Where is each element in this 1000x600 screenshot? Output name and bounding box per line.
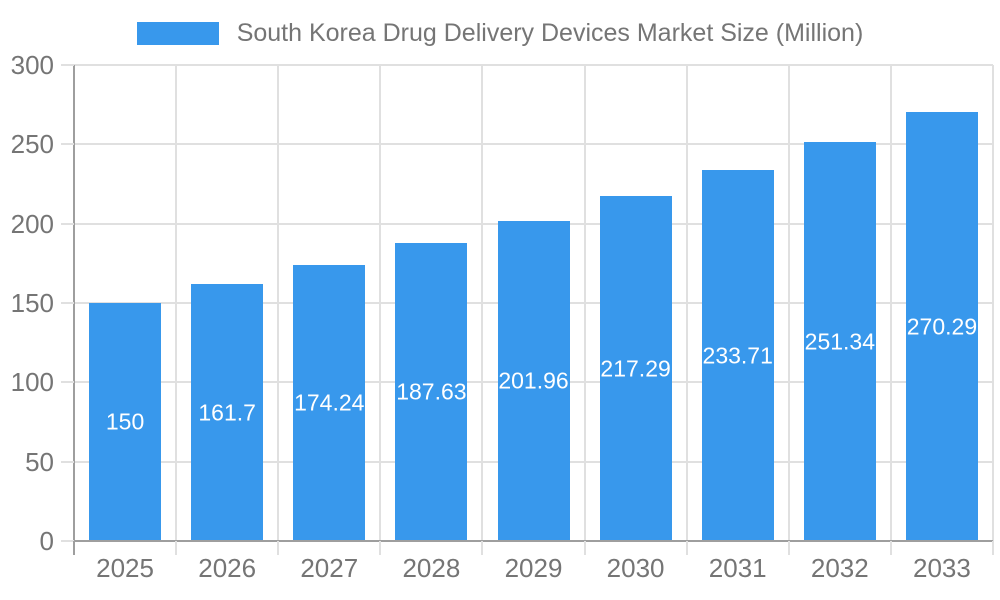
y-tick-label-300: 300 — [10, 50, 54, 80]
bar-value-label: 270.29 — [906, 313, 978, 340]
x-tick-label-2030: 2030 — [606, 553, 665, 583]
v-gridline-9 — [992, 65, 994, 541]
h-gridline-300 — [74, 64, 993, 66]
x-tick-1 — [175, 541, 178, 555]
bar-value-label: 217.29 — [600, 355, 671, 382]
bar-2029[interactable]: 201.96 — [497, 220, 570, 541]
v-gridline-7 — [787, 65, 790, 541]
v-gridline-5 — [583, 65, 586, 541]
y-tick-label-50: 50 — [25, 446, 54, 477]
bar-2032[interactable]: 251.34 — [803, 142, 876, 541]
bar-2026[interactable]: 161.7 — [191, 284, 264, 541]
x-tick-label-2027: 2027 — [300, 553, 359, 583]
bar-value-label: 150 — [105, 408, 145, 435]
h-gridline-250 — [74, 143, 993, 146]
y-tick-label-150: 150 — [10, 288, 54, 318]
y-tick-label-0: 0 — [39, 526, 54, 556]
x-tick-0 — [73, 541, 75, 555]
y-tick-0 — [61, 540, 74, 542]
legend[interactable]: South Korea Drug Delivery Devices Market… — [0, 19, 1000, 47]
x-tick-4 — [481, 541, 484, 555]
v-gridline-4 — [481, 65, 484, 541]
v-gridline-2 — [277, 65, 280, 541]
x-tick-6 — [685, 541, 688, 555]
bar-2028[interactable]: 187.63 — [395, 243, 468, 541]
y-tick-100 — [61, 381, 74, 384]
y-tick-label-100: 100 — [10, 367, 54, 398]
bar-value-label: 201.96 — [498, 367, 569, 394]
y-tick-300 — [61, 64, 74, 66]
bar-value-label: 161.7 — [198, 399, 256, 426]
bar-2025[interactable]: 150 — [89, 303, 162, 541]
x-tick-label-2031: 2031 — [708, 553, 767, 583]
x-tick-2 — [277, 541, 280, 555]
x-tick-label-2032: 2032 — [810, 553, 869, 583]
plot-area: 150 161.7 174.24 187.63 201.96 217.29 233.71 25… — [74, 64, 994, 541]
bar-2031[interactable]: 233.71 — [701, 170, 774, 541]
y-tick-150 — [61, 302, 74, 304]
y-tick-50 — [61, 460, 74, 463]
bar-2027[interactable]: 174.24 — [293, 264, 366, 541]
y-tick-200 — [61, 222, 74, 225]
y-tick-label-200: 200 — [10, 208, 54, 239]
y-tick-label-250: 250 — [10, 129, 54, 160]
bar-value-label: 233.71 — [702, 342, 773, 369]
bar-value-label: 187.63 — [396, 378, 467, 405]
bar-2030[interactable]: 217.29 — [599, 196, 672, 541]
x-tick-label-2029: 2029 — [504, 553, 563, 583]
x-tick-9 — [992, 541, 994, 555]
x-tick-label-2026: 2026 — [198, 553, 257, 583]
x-tick-8 — [889, 541, 892, 555]
x-tick-label-2033: 2033 — [913, 553, 971, 583]
legend-swatch — [136, 21, 219, 45]
x-tick-5 — [583, 541, 586, 555]
v-gridline-1 — [175, 65, 178, 541]
y-tick-250 — [61, 143, 74, 146]
v-gridline-3 — [379, 65, 382, 541]
bar-value-label: 174.24 — [294, 389, 365, 416]
y-axis-line — [73, 65, 75, 554]
legend-label: South Korea Drug Delivery Devices Market… — [236, 18, 864, 47]
bar-value-label: 251.34 — [804, 328, 876, 355]
x-axis-line — [61, 540, 993, 542]
v-gridline-8 — [889, 65, 892, 541]
v-gridline-6 — [685, 65, 688, 541]
x-tick-3 — [379, 541, 382, 555]
x-tick-7 — [787, 541, 790, 555]
bar-2033[interactable]: 270.29 — [905, 112, 978, 541]
x-tick-label-2025: 2025 — [96, 553, 154, 583]
x-tick-label-2028: 2028 — [402, 553, 461, 583]
